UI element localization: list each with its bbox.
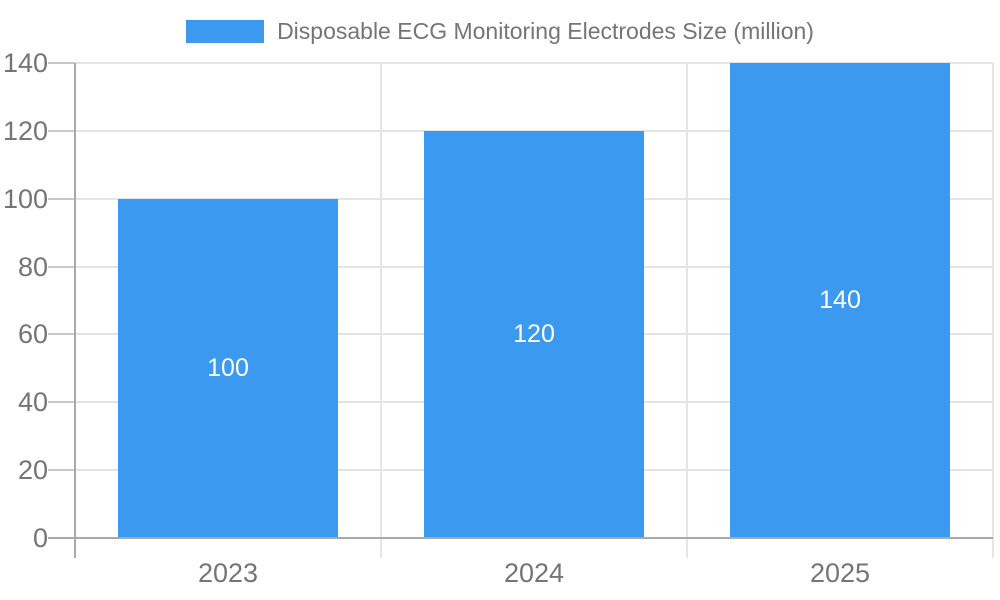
y-axis-label: 0: [32, 523, 48, 553]
y-axis-label: 100: [2, 183, 48, 214]
y-axis-line: [74, 63, 76, 558]
y-axis-label: 80: [17, 251, 48, 282]
y-axis-tick: [48, 469, 75, 472]
bar: [424, 131, 644, 538]
category-separator-line: [992, 63, 994, 558]
x-axis-label: 2024: [503, 558, 565, 588]
y-axis-tick: [48, 129, 75, 132]
bar-value-label: 100: [207, 354, 249, 382]
y-axis-tick: [48, 62, 75, 64]
bar: [730, 63, 950, 538]
y-axis-label: 40: [17, 387, 48, 418]
y-axis-label: 120: [2, 115, 48, 146]
chart-legend: Disposable ECG Monitoring Electrodes Siz…: [0, 17, 1000, 45]
bar: [118, 199, 338, 538]
category-separator-line: [380, 63, 382, 558]
y-axis-label: 140: [2, 48, 48, 78]
y-axis-tick: [48, 333, 75, 336]
category-separator-line: [686, 63, 688, 558]
chart-title: Disposable ECG Monitoring Electrodes Siz…: [277, 17, 814, 44]
y-axis-tick: [48, 265, 75, 268]
y-axis-label: 60: [17, 319, 48, 350]
x-axis-line: [48, 537, 993, 539]
y-axis-label: 20: [17, 455, 48, 486]
x-axis-label: 2025: [809, 558, 871, 588]
bar-value-label: 120: [513, 320, 555, 348]
legend-swatch: [186, 19, 265, 43]
bar-value-label: 140: [819, 286, 861, 314]
plot-area: 100 120 140: [48, 62, 994, 558]
y-axis-tick: [48, 197, 75, 200]
gridline-horizontal: [75, 129, 993, 132]
y-axis-tick: [48, 401, 75, 404]
x-axis-label: 2023: [197, 558, 259, 588]
gridline-horizontal: [75, 62, 993, 64]
